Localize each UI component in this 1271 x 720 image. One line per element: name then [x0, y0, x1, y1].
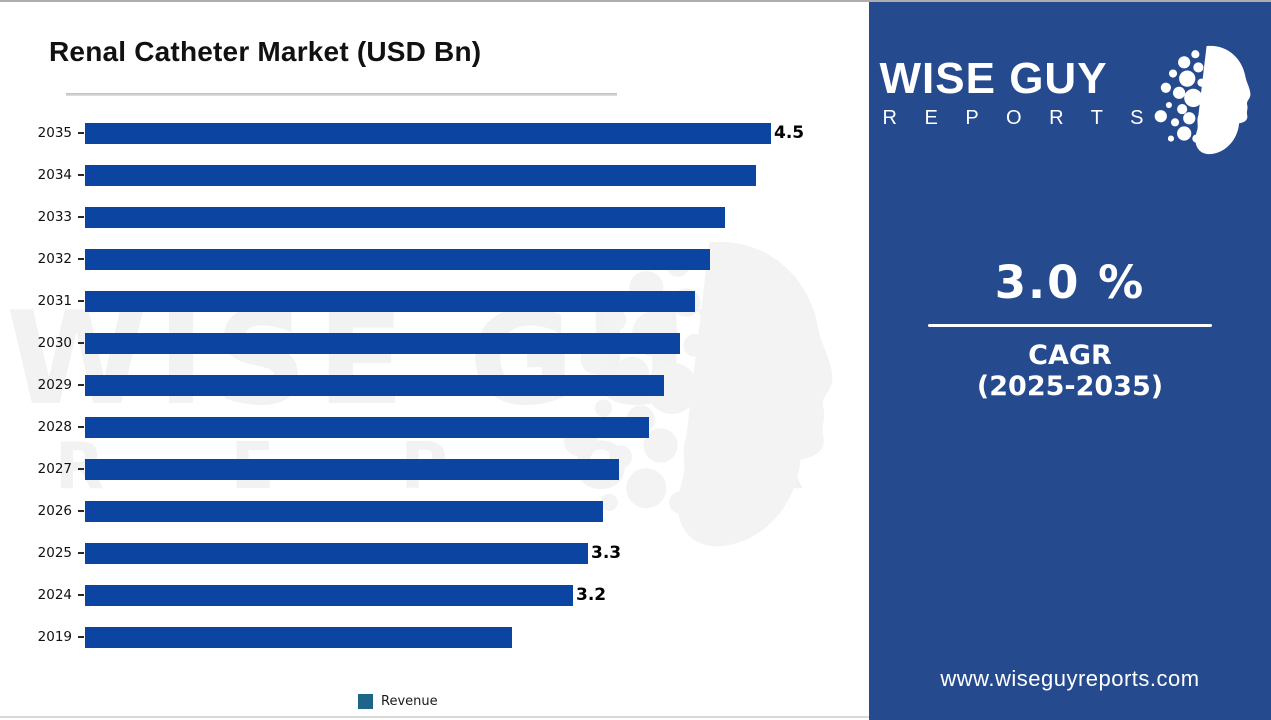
bar-row: 2027	[0, 448, 869, 490]
revenue-bar	[85, 584, 573, 606]
bar-row: 2034	[0, 154, 869, 196]
bar-row: 2032	[0, 238, 869, 280]
revenue-bar	[85, 542, 588, 564]
plot-area: 2035 4.5 2034 2033 2032 2031 2030 2029 2028 2027 2…	[0, 112, 869, 658]
y-axis-tick-label: 2029	[37, 377, 72, 393]
revenue-bar	[85, 206, 725, 228]
revenue-bar	[85, 164, 756, 186]
brand-reports-text: R E P O R T S	[882, 107, 1155, 130]
revenue-bar	[85, 374, 664, 396]
axis-tick	[78, 342, 84, 344]
y-axis-tick-label: 2032	[37, 251, 72, 267]
y-axis-tick-label: 2035	[37, 125, 72, 141]
brand-head-icon	[1155, 45, 1251, 155]
y-axis-tick-label: 2034	[37, 167, 72, 183]
axis-tick	[78, 468, 84, 470]
y-axis-tick-label: 2019	[37, 629, 72, 645]
axis-tick	[78, 300, 84, 302]
bar-row: 2033	[0, 196, 869, 238]
axis-tick	[78, 636, 84, 638]
cagr-value: 3.0 %	[994, 256, 1146, 309]
cagr-divider-line	[928, 324, 1212, 327]
bottom-divider-line	[0, 716, 869, 718]
axis-tick	[78, 552, 84, 554]
y-axis-tick-label: 2025	[37, 545, 72, 561]
bar-row: 2026	[0, 490, 869, 532]
bar-row: 2029	[0, 364, 869, 406]
bar-row: 2019	[0, 616, 869, 658]
y-axis-tick-label: 2027	[37, 461, 72, 477]
brand-panel: WISE GUY R E P O R T S 3.0 %	[869, 2, 1271, 720]
bar-value-label: 4.5	[774, 123, 805, 143]
y-axis-tick-label: 2033	[37, 209, 72, 225]
bar-row: 2030	[0, 322, 869, 364]
bar-row: 2031	[0, 280, 869, 322]
axis-tick	[78, 216, 84, 218]
revenue-bar	[85, 332, 680, 354]
y-axis-tick-label: 2031	[37, 293, 72, 309]
axis-tick	[78, 258, 84, 260]
bar-value-label: 3.3	[591, 543, 622, 563]
chart-legend: Revenue	[358, 694, 438, 709]
chart-title: Renal Catheter Market (USD Bn)	[49, 36, 482, 67]
bar-row: 2025 3.3	[0, 532, 869, 574]
revenue-bar	[85, 626, 512, 648]
axis-tick	[78, 174, 84, 176]
revenue-bar	[85, 122, 771, 144]
y-axis-tick-label: 2030	[37, 335, 72, 351]
revenue-bar	[85, 458, 619, 480]
chart-section: WISE GUY R E P O R T S Renal Catheter Ma…	[0, 2, 869, 720]
legend-swatch-revenue	[358, 694, 373, 709]
y-axis-tick-label: 2026	[37, 503, 72, 519]
bar-row: 2024 3.2	[0, 574, 869, 616]
axis-tick	[78, 426, 84, 428]
axis-tick	[78, 594, 84, 596]
cagr-label: CAGR (2025-2035)	[869, 340, 1271, 402]
y-axis-tick-label: 2024	[37, 587, 72, 603]
bar-value-label: 3.2	[576, 585, 607, 605]
axis-tick	[78, 132, 84, 134]
cagr-label-line2: (2025-2035)	[976, 371, 1164, 403]
cagr-label-line1: CAGR	[1028, 340, 1112, 371]
brand-logo: WISE GUY R E P O R T S	[869, 42, 1271, 164]
bar-row: 2035 4.5	[0, 112, 869, 154]
revenue-bar	[85, 416, 649, 438]
title-underline	[66, 93, 617, 96]
axis-tick	[78, 384, 84, 386]
legend-label-revenue: Revenue	[381, 694, 438, 709]
website-url: www.wiseguyreports.com	[940, 666, 1200, 691]
bar-row: 2028	[0, 406, 869, 448]
axis-tick	[78, 510, 84, 512]
revenue-bar	[85, 290, 695, 312]
revenue-bar	[85, 500, 603, 522]
revenue-bar	[85, 248, 710, 270]
brand-name-text: WISE GUY	[879, 54, 1108, 103]
y-axis-tick-label: 2028	[37, 419, 72, 435]
